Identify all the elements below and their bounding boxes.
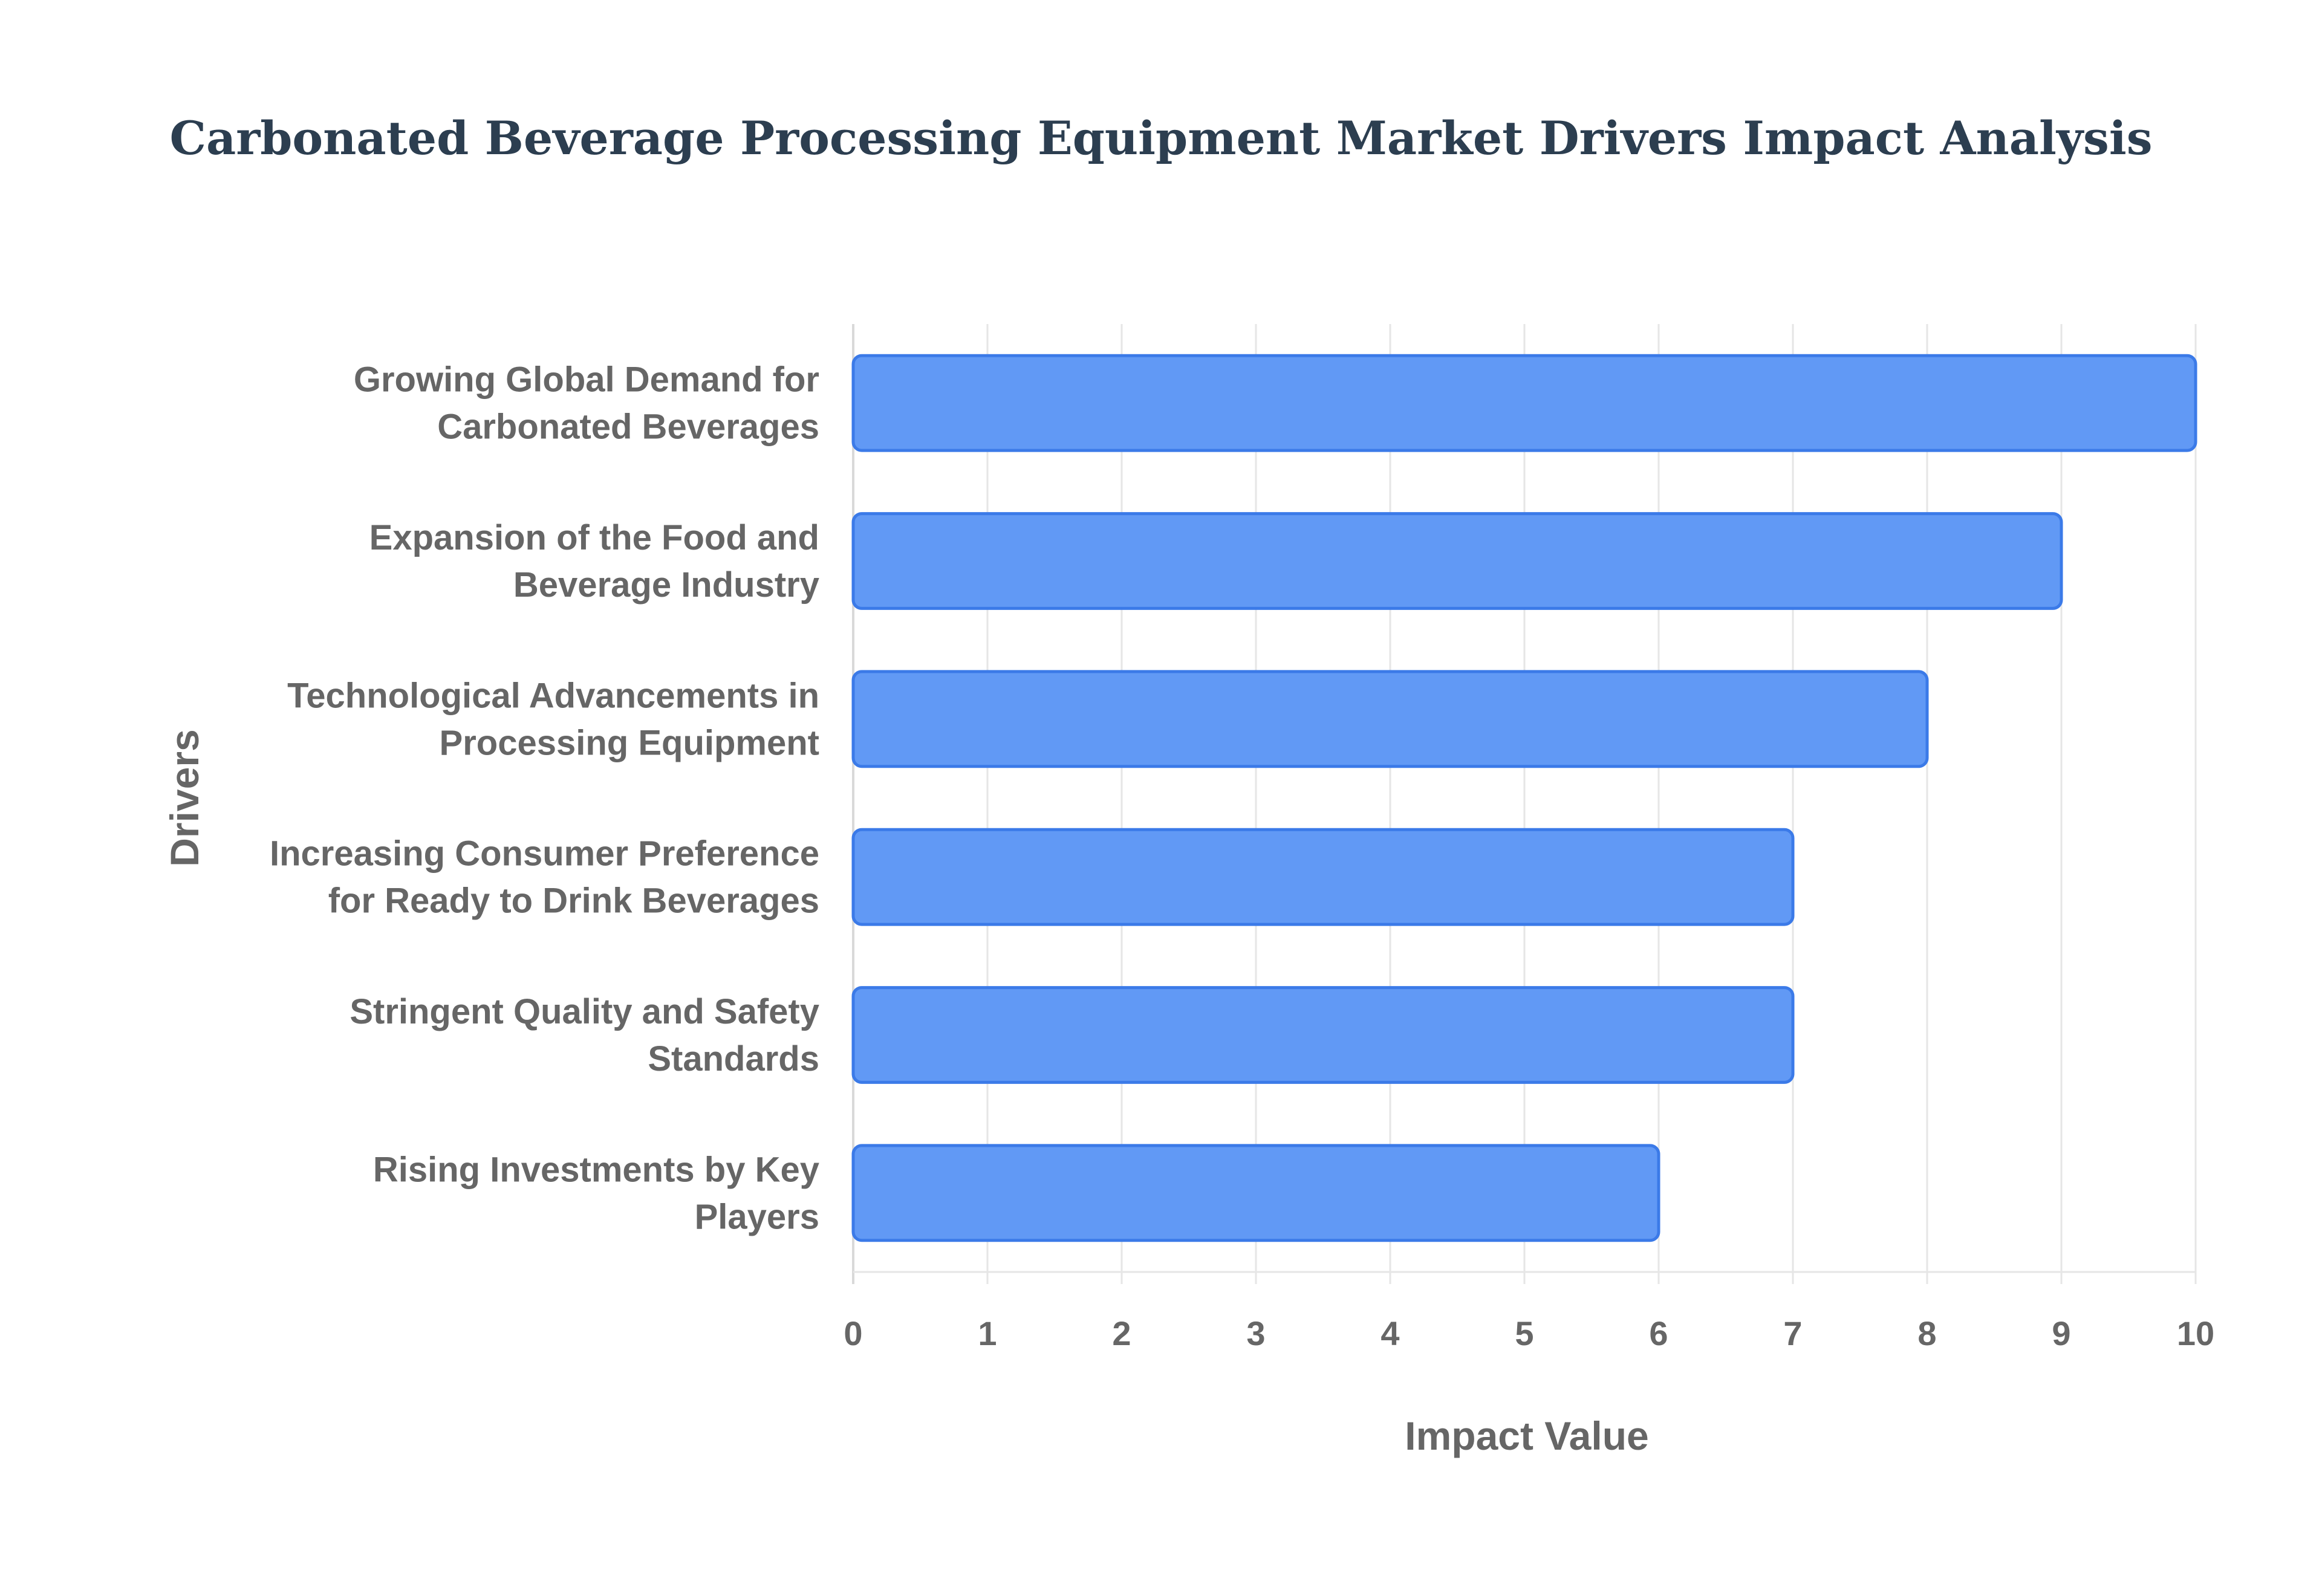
x-tick-labels: 0 1 2 3 4 5 6 7 8 9 10: [844, 1314, 2214, 1352]
y-axis-title: Drivers: [162, 729, 207, 867]
x-tick-label: 1: [978, 1314, 997, 1352]
bar: [851, 986, 1795, 1084]
category-label: Stringent Quality and Safety Standards: [350, 992, 819, 1079]
x-tick-label: 0: [844, 1314, 862, 1352]
chart-title: Carbonated Beverage Processing Equipment…: [170, 111, 2153, 165]
bar: [851, 354, 2197, 452]
category-label: Rising Investments by Key Players: [373, 1150, 819, 1236]
category-label: Expansion of the Food and Beverage Indust…: [369, 518, 819, 605]
x-tick-label: 10: [2177, 1314, 2214, 1352]
bar: [851, 512, 2063, 610]
x-tick-label: 6: [1649, 1314, 1668, 1352]
bars: [851, 354, 2197, 1242]
x-tick-label: 7: [1783, 1314, 1802, 1352]
x-tick-label: 2: [1112, 1314, 1131, 1352]
category-label: Increasing Consumer Preference for Ready …: [270, 834, 819, 921]
bar: [851, 1144, 1660, 1242]
x-tick-label: 4: [1381, 1314, 1399, 1352]
x-axis-title: Impact Value: [1405, 1413, 1649, 1458]
x-tick-label: 9: [2052, 1314, 2070, 1352]
grid-lines: [852, 324, 2197, 1284]
category-labels: Growing Global Demand for Carbonated Beve…: [270, 360, 819, 1237]
category-label: Growing Global Demand for Carbonated Beve…: [354, 360, 819, 447]
category-label: Technological Advancements in Processing …: [287, 676, 819, 762]
bar: [851, 828, 1795, 926]
x-tick-label: 3: [1246, 1314, 1265, 1352]
x-tick-label: 8: [1917, 1314, 1936, 1352]
x-tick-label: 5: [1515, 1314, 1533, 1352]
bar: [851, 670, 1929, 768]
